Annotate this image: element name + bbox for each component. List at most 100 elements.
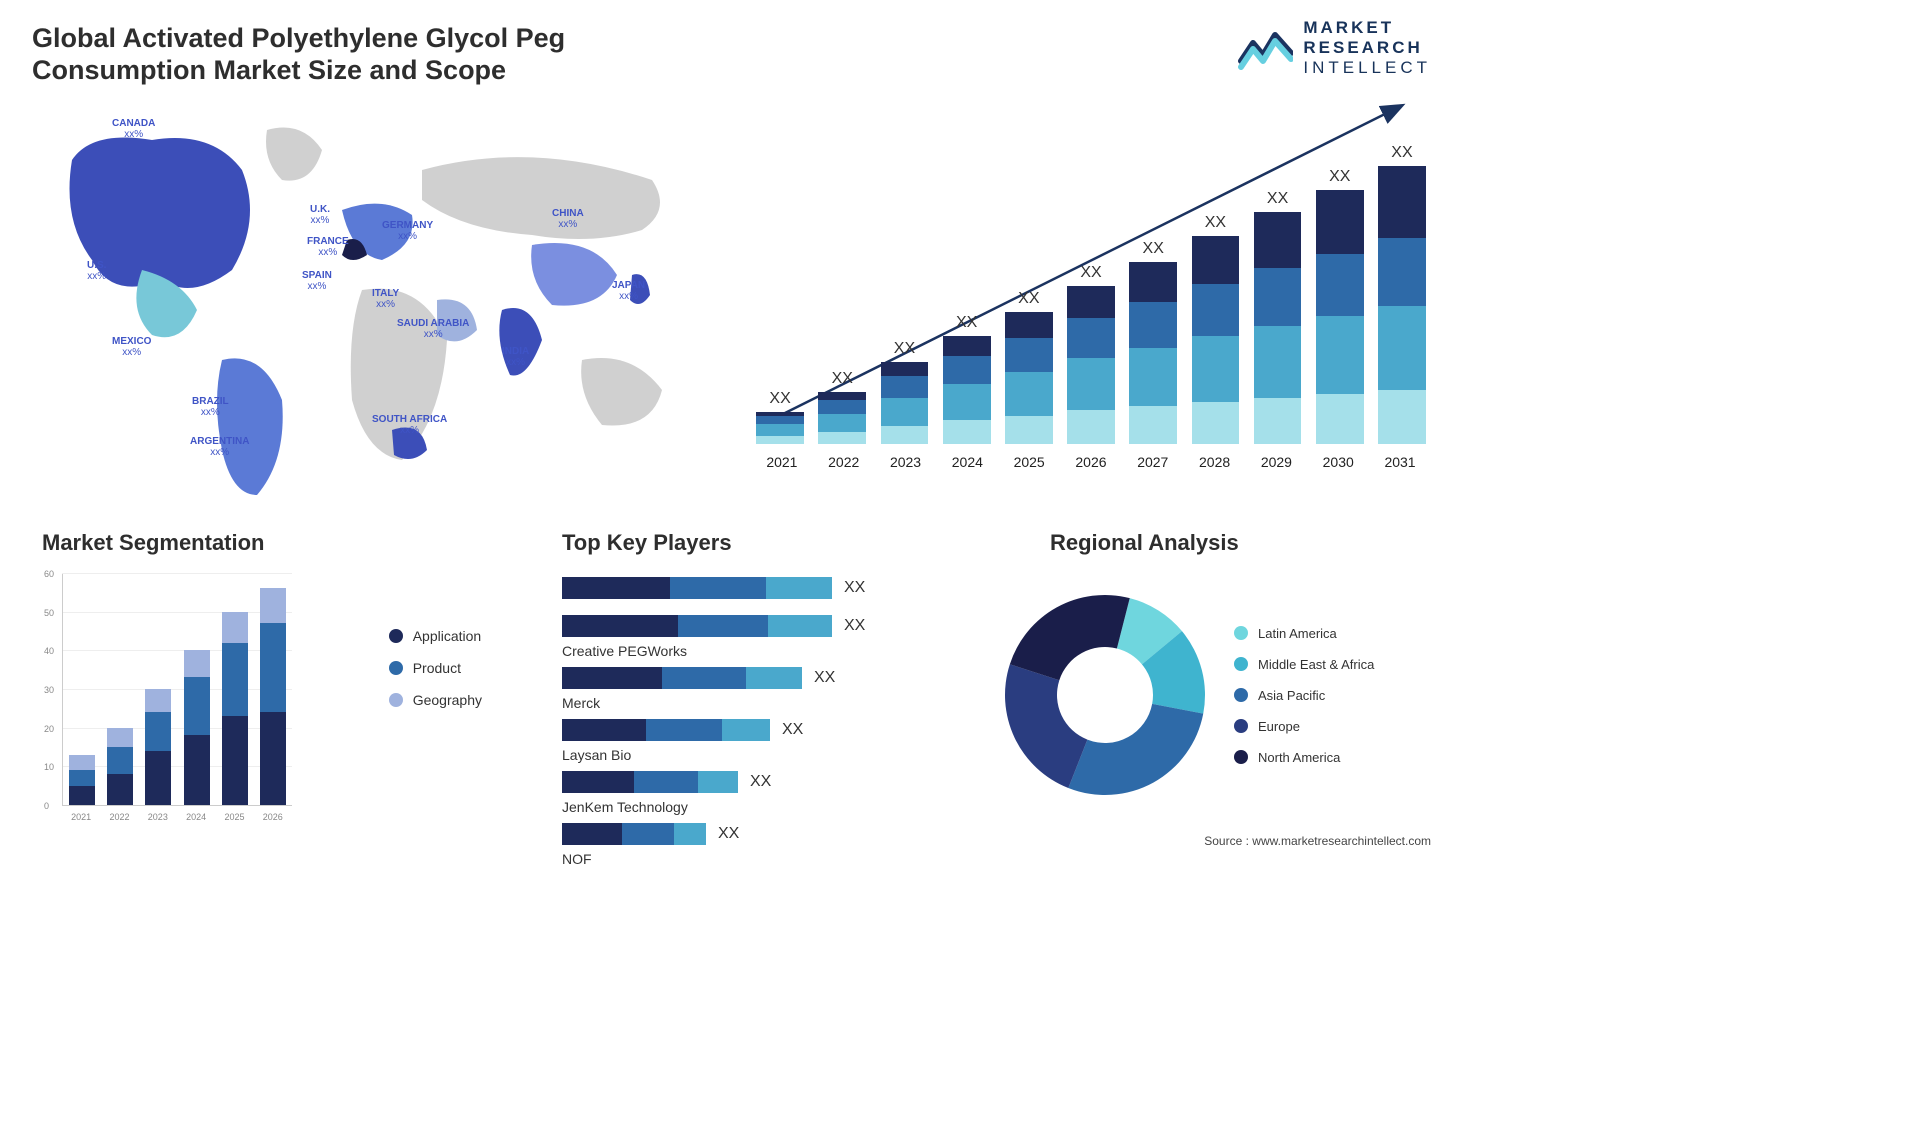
key-player-name: NOF bbox=[562, 851, 1002, 867]
key-players-chart: XXXXCreative PEGWorksXXMerckXXLaysan Bio… bbox=[562, 575, 1002, 825]
seg-legend-item: Geography bbox=[389, 692, 482, 708]
seg-y-tick: 60 bbox=[44, 569, 54, 579]
seg-y-tick: 0 bbox=[44, 801, 49, 811]
segmentation-x-axis: 202120222023202420252026 bbox=[62, 812, 292, 822]
seg-y-tick: 40 bbox=[44, 646, 54, 656]
growth-bar: XX bbox=[751, 412, 809, 444]
seg-bar bbox=[222, 612, 248, 805]
growth-bar-value: XX bbox=[1143, 240, 1164, 258]
key-player-row: XX bbox=[562, 575, 1002, 601]
key-player-row: XX bbox=[562, 613, 1002, 639]
growth-bar: XX bbox=[1311, 190, 1369, 444]
regional-title: Regional Analysis bbox=[1050, 530, 1239, 556]
key-player-value: XX bbox=[844, 579, 865, 597]
seg-legend-item: Product bbox=[389, 660, 482, 676]
seg-x-label: 2021 bbox=[71, 812, 91, 822]
logo-text-1: MARKET bbox=[1303, 18, 1431, 38]
growth-bar: XX bbox=[813, 392, 871, 444]
map-label: SAUDI ARABIAxx% bbox=[397, 318, 469, 340]
regional-chart: Latin AmericaMiddle East & AfricaAsia Pa… bbox=[1000, 570, 1430, 820]
growth-x-label: 2022 bbox=[813, 454, 875, 470]
segmentation-bars bbox=[62, 574, 292, 806]
growth-bar: XX bbox=[1124, 262, 1182, 444]
seg-x-label: 2025 bbox=[224, 812, 244, 822]
growth-x-label: 2021 bbox=[751, 454, 813, 470]
seg-bar bbox=[260, 588, 286, 805]
growth-x-label: 2026 bbox=[1060, 454, 1122, 470]
growth-bar-value: XX bbox=[1329, 168, 1350, 186]
donut-slice bbox=[1005, 664, 1087, 788]
key-players-title: Top Key Players bbox=[562, 530, 732, 556]
map-label: U.S.xx% bbox=[87, 260, 106, 282]
seg-legend-label: Geography bbox=[413, 692, 482, 708]
map-label: GERMANYxx% bbox=[382, 220, 433, 242]
regional-legend: Latin AmericaMiddle East & AfricaAsia Pa… bbox=[1234, 626, 1374, 765]
key-player-value: XX bbox=[718, 825, 739, 843]
logo-icon bbox=[1237, 25, 1293, 71]
map-label: BRAZILxx% bbox=[192, 396, 229, 418]
regional-legend-item: Middle East & Africa bbox=[1234, 657, 1374, 672]
map-label: U.K.xx% bbox=[310, 204, 330, 226]
seg-bar bbox=[69, 755, 95, 805]
logo-text-2: RESEARCH bbox=[1303, 38, 1431, 58]
donut-slice bbox=[1068, 704, 1203, 795]
growth-bar-value: XX bbox=[1391, 144, 1412, 162]
growth-bar: XX bbox=[1062, 286, 1120, 444]
growth-bar: XX bbox=[1186, 236, 1244, 444]
key-player-row: XX bbox=[562, 717, 1002, 743]
growth-bar: XX bbox=[1373, 166, 1431, 444]
map-label: MEXICOxx% bbox=[112, 336, 151, 358]
growth-x-label: 2027 bbox=[1122, 454, 1184, 470]
growth-bars: XXXXXXXXXXXXXXXXXXXXXX bbox=[751, 150, 1431, 444]
seg-x-label: 2024 bbox=[186, 812, 206, 822]
regional-legend-label: North America bbox=[1258, 750, 1340, 765]
page-title: Global Activated Polyethylene Glycol Peg… bbox=[32, 22, 732, 87]
seg-y-tick: 20 bbox=[44, 724, 54, 734]
growth-bar-value: XX bbox=[832, 370, 853, 388]
growth-bar: XX bbox=[875, 362, 933, 444]
world-map: CANADAxx% U.S.xx% MEXICOxx% BRAZILxx% ARGENT… bbox=[32, 100, 712, 500]
key-player-value: XX bbox=[814, 669, 835, 687]
growth-bar-value: XX bbox=[1267, 190, 1288, 208]
regional-legend-item: Latin America bbox=[1234, 626, 1374, 641]
map-label: SPAINxx% bbox=[302, 270, 332, 292]
key-player-value: XX bbox=[844, 617, 865, 635]
regional-legend-item: North America bbox=[1234, 750, 1374, 765]
map-label: ITALYxx% bbox=[372, 288, 399, 310]
growth-x-label: 2029 bbox=[1246, 454, 1308, 470]
growth-bar: XX bbox=[938, 336, 996, 444]
growth-x-label: 2023 bbox=[875, 454, 937, 470]
growth-x-label: 2028 bbox=[1184, 454, 1246, 470]
key-player-name: Laysan Bio bbox=[562, 747, 1002, 763]
seg-x-label: 2022 bbox=[109, 812, 129, 822]
donut-slice bbox=[1010, 595, 1130, 680]
seg-legend-item: Application bbox=[389, 628, 482, 644]
regional-donut bbox=[1000, 590, 1210, 800]
key-player-name: JenKem Technology bbox=[562, 799, 1002, 815]
seg-bar bbox=[184, 650, 210, 805]
growth-bar-value: XX bbox=[894, 340, 915, 358]
growth-bar-value: XX bbox=[769, 390, 790, 408]
growth-bar: XX bbox=[1249, 212, 1307, 444]
source-text: Source : www.marketresearchintellect.com bbox=[1204, 834, 1431, 848]
key-player-name: Creative PEGWorks bbox=[562, 643, 1002, 659]
growth-chart: XXXXXXXXXXXXXXXXXXXXXX 20212022202320242… bbox=[751, 100, 1431, 470]
growth-x-axis: 2021202220232024202520262027202820292030… bbox=[751, 454, 1431, 470]
map-label: FRANCExx% bbox=[307, 236, 349, 258]
growth-x-label: 2030 bbox=[1307, 454, 1369, 470]
map-label: CHINAxx% bbox=[552, 208, 584, 230]
map-label: ARGENTINAxx% bbox=[190, 436, 249, 458]
key-player-row: XX bbox=[562, 665, 1002, 691]
regional-legend-item: Europe bbox=[1234, 719, 1374, 734]
map-label: CANADAxx% bbox=[112, 118, 155, 140]
seg-legend-label: Application bbox=[413, 628, 482, 644]
key-player-value: XX bbox=[782, 721, 803, 739]
logo-text-3: INTELLECT bbox=[1303, 58, 1431, 78]
growth-x-label: 2031 bbox=[1369, 454, 1431, 470]
regional-legend-label: Latin America bbox=[1258, 626, 1337, 641]
brand-logo: MARKET RESEARCH INTELLECT bbox=[1237, 18, 1431, 78]
seg-bar bbox=[145, 689, 171, 805]
key-player-value: XX bbox=[750, 773, 771, 791]
segmentation-legend: Application Product Geography bbox=[389, 628, 482, 708]
growth-bar-value: XX bbox=[1018, 290, 1039, 308]
